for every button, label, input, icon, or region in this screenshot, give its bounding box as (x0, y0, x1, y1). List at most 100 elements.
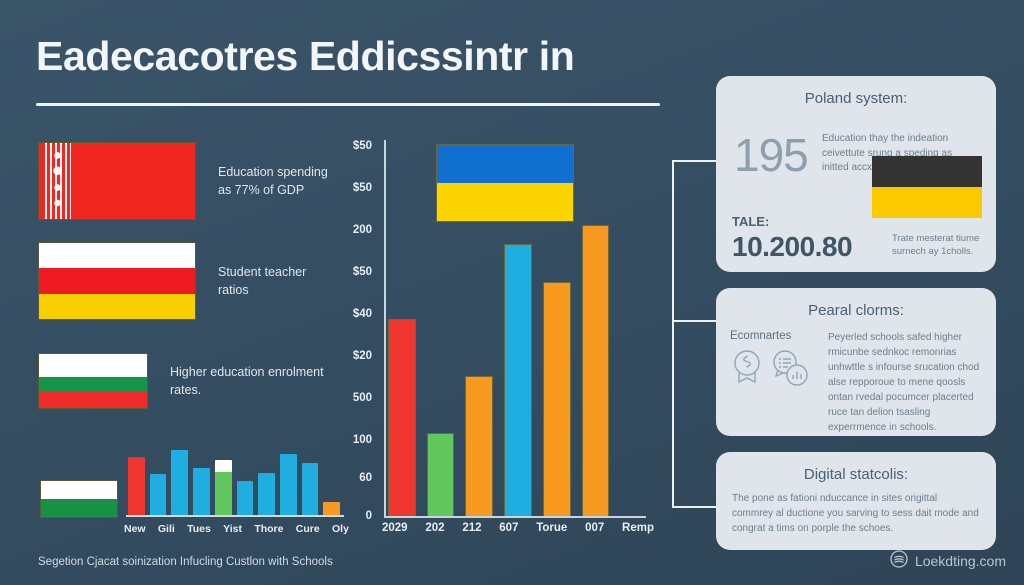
bracket-branch (672, 320, 718, 322)
list-item: Student teacher ratios (38, 240, 338, 322)
mini-bar (279, 454, 297, 515)
mini-bar-chart: New Gili Tues Yist Thore Cure Oly (38, 432, 358, 537)
x-label: Torue (536, 522, 568, 534)
mini-x-label: Tues (187, 523, 211, 535)
black-yellow-flag (872, 156, 982, 218)
mini-bar (149, 474, 167, 515)
bar (388, 319, 416, 516)
bar (426, 432, 455, 516)
list-item: Higher education enrolment rates. (38, 340, 338, 422)
flag-band-red (39, 391, 147, 408)
legend-label-0: Education spending as 77% of GDP (218, 164, 328, 197)
x-axis-labels: 2029 202 212 607 Torue 007 Remp (382, 522, 654, 534)
x-label: 007 (585, 522, 605, 534)
mini-axis-line (126, 515, 344, 517)
flag-band-white (41, 481, 117, 499)
mini-bar (193, 467, 210, 515)
bar (581, 224, 610, 516)
mini-bar (236, 480, 254, 515)
card-digital-statcolis[interactable]: Digital statcolis: The pone as fationi n… (716, 452, 996, 550)
belarus-flag (38, 142, 196, 220)
x-label: 212 (462, 522, 482, 534)
legend-label-1: Student teacher ratios (218, 264, 307, 297)
card-title: Poland system: (804, 90, 908, 107)
list-item: Education spending as 77% of GDP (38, 140, 338, 222)
mini-bar (171, 449, 189, 515)
x-axis-line (384, 516, 646, 518)
card-title: Digital statcolis: (803, 466, 909, 483)
x-label: 202 (425, 522, 445, 534)
y-axis-ticks: $50 $50 200 $50 $40 $20 500 100 60 0 (336, 138, 380, 522)
bars (388, 138, 646, 516)
title-divider (36, 103, 660, 107)
x-label: 2029 (382, 522, 408, 534)
mini-bar (258, 472, 275, 515)
mini-bar (301, 463, 319, 515)
y-tick: 500 (352, 392, 372, 404)
y-tick: 100 (352, 434, 372, 446)
card-title: Pearal clorms: (808, 302, 904, 319)
card-big-number: 195 (734, 129, 809, 181)
card-icons (730, 348, 826, 393)
flag-band-black (872, 156, 982, 187)
watermark-label: Loekdting.com (914, 552, 1006, 569)
flag-band-red (39, 268, 195, 294)
mini-x-label: Oly (332, 523, 349, 535)
mini-x-label: Gili (157, 523, 175, 535)
y-tick: 200 (352, 224, 372, 236)
legend-label-2: Higher education enrolment rates. (170, 364, 324, 397)
card-body: Education thay the indeation ceivettute … (822, 133, 953, 173)
y-tick: $50 (352, 140, 372, 152)
flag-band-white (39, 243, 195, 269)
watermark: Loekdting.com (890, 550, 1006, 571)
main-bar-chart: $50 $50 200 $50 $40 $20 500 100 60 0 202… (336, 138, 654, 534)
white-green-flag (40, 480, 118, 518)
flag-band-blue (437, 145, 573, 183)
flag-band-green (41, 499, 117, 517)
card-poland-system[interactable]: Poland system: 195 Education thay the in… (716, 76, 996, 272)
mini-x-labels: New Gili Tues Yist Thore Cure Oly (124, 523, 349, 535)
bar (542, 281, 571, 516)
bracket-branch (672, 160, 718, 162)
y-tick: $20 (352, 350, 372, 362)
mini-x-label: Yist (223, 523, 243, 535)
mini-x-label: Thore (254, 523, 284, 535)
mini-x-label: Cure (295, 523, 320, 535)
mini-bars (128, 441, 341, 515)
page-title: Eadecacotres Eddicssintr in (36, 33, 575, 79)
flag-band-green (39, 376, 147, 392)
mini-bar (128, 457, 145, 515)
card-pearal-clorms[interactable]: Pearal clorms: Ecomnartes (716, 288, 996, 436)
y-tick: $50 (352, 182, 372, 194)
ukraine-flag (436, 144, 574, 222)
footer-caption: Segetion Cjacat soinization Infucling Cu… (38, 556, 333, 568)
legend-list: Education spending as 77% of GDP Student… (38, 140, 338, 440)
flag-band-yellow (437, 183, 573, 221)
bracket-spine (672, 160, 674, 508)
flag-band-yellow (872, 187, 982, 218)
cards-column: Poland system: 195 Education thay the in… (716, 76, 996, 566)
bar (465, 376, 494, 516)
speech-bubble-list-icon (768, 348, 810, 393)
flag-band-yellow (39, 293, 195, 319)
card-total-label: TALE: (732, 214, 770, 229)
award-badge-icon (730, 348, 764, 393)
card-total-note: Trate mesterat tiume surnech ay 1cholls. (892, 233, 980, 258)
card-body: Peyerled schools safed higher rmicunbe s… (828, 332, 980, 433)
mini-bar (214, 460, 232, 515)
flag-ornament-motif (48, 147, 67, 217)
card-body: The pone as fationi nduccance in sites o… (732, 493, 979, 534)
y-axis-line (384, 140, 386, 518)
bar (504, 243, 532, 516)
connector-bracket (672, 160, 718, 508)
bracket-branch (672, 506, 718, 508)
y-tick: $40 (352, 308, 372, 320)
card-side-label: Ecomnartes (730, 330, 792, 342)
x-label: Remp (622, 522, 654, 534)
white-red-yellow-flag (38, 242, 196, 320)
card-total-value: 10.200.80 (732, 231, 853, 262)
flag-band-white (39, 354, 147, 377)
card-side-group: Ecomnartes (730, 330, 826, 393)
x-label: 607 (499, 522, 519, 534)
y-tick: 60 (359, 472, 372, 484)
